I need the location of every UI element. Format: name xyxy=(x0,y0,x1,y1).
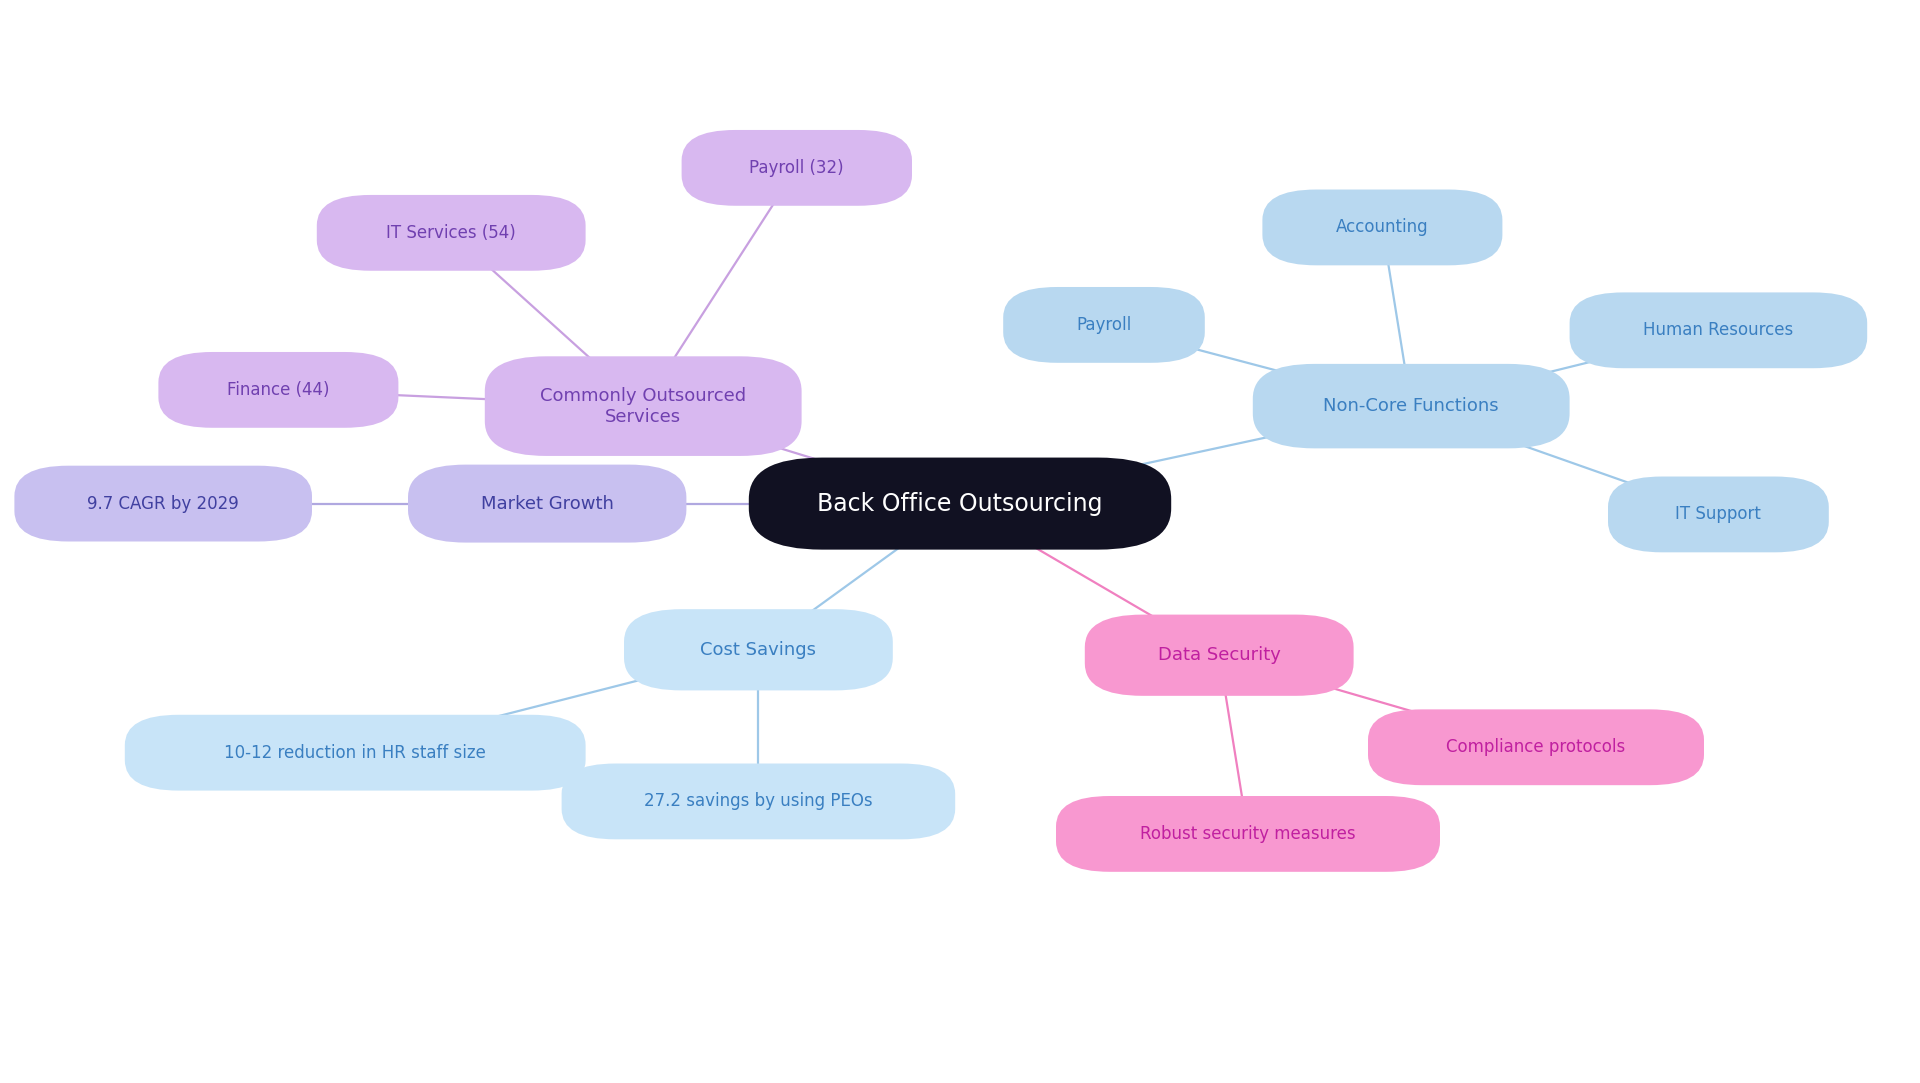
Text: Payroll (32): Payroll (32) xyxy=(749,159,845,177)
FancyBboxPatch shape xyxy=(1056,796,1440,872)
Text: Data Security: Data Security xyxy=(1158,647,1281,664)
Text: Human Resources: Human Resources xyxy=(1644,322,1793,339)
FancyBboxPatch shape xyxy=(15,466,311,542)
Text: Payroll: Payroll xyxy=(1077,316,1131,334)
Text: IT Support: IT Support xyxy=(1676,506,1761,523)
FancyBboxPatch shape xyxy=(1263,190,1501,265)
Text: Non-Core Functions: Non-Core Functions xyxy=(1323,397,1500,415)
FancyBboxPatch shape xyxy=(1002,287,1206,363)
FancyBboxPatch shape xyxy=(1085,615,1354,695)
FancyBboxPatch shape xyxy=(1367,709,1705,785)
Text: Compliance protocols: Compliance protocols xyxy=(1446,739,1626,756)
FancyBboxPatch shape xyxy=(484,356,801,456)
FancyBboxPatch shape xyxy=(749,457,1171,549)
Text: 10-12 reduction in HR staff size: 10-12 reduction in HR staff size xyxy=(225,744,486,761)
Text: Cost Savings: Cost Savings xyxy=(701,641,816,658)
FancyBboxPatch shape xyxy=(682,130,912,206)
Text: Accounting: Accounting xyxy=(1336,219,1428,236)
FancyBboxPatch shape xyxy=(317,195,586,271)
Text: Commonly Outsourced
Services: Commonly Outsourced Services xyxy=(540,387,747,426)
FancyBboxPatch shape xyxy=(1252,364,1569,448)
FancyBboxPatch shape xyxy=(157,352,399,428)
FancyBboxPatch shape xyxy=(1569,292,1866,368)
Text: Market Growth: Market Growth xyxy=(480,495,614,512)
Text: 27.2 savings by using PEOs: 27.2 savings by using PEOs xyxy=(643,793,874,810)
Text: 9.7 CAGR by 2029: 9.7 CAGR by 2029 xyxy=(86,495,240,512)
FancyBboxPatch shape xyxy=(624,609,893,691)
FancyBboxPatch shape xyxy=(561,764,956,839)
Text: Back Office Outsourcing: Back Office Outsourcing xyxy=(818,492,1102,516)
Text: Robust security measures: Robust security measures xyxy=(1140,825,1356,843)
FancyBboxPatch shape xyxy=(1609,477,1828,552)
FancyBboxPatch shape xyxy=(407,465,687,543)
FancyBboxPatch shape xyxy=(125,715,586,791)
Text: IT Services (54): IT Services (54) xyxy=(386,224,516,242)
Text: Finance (44): Finance (44) xyxy=(227,381,330,399)
